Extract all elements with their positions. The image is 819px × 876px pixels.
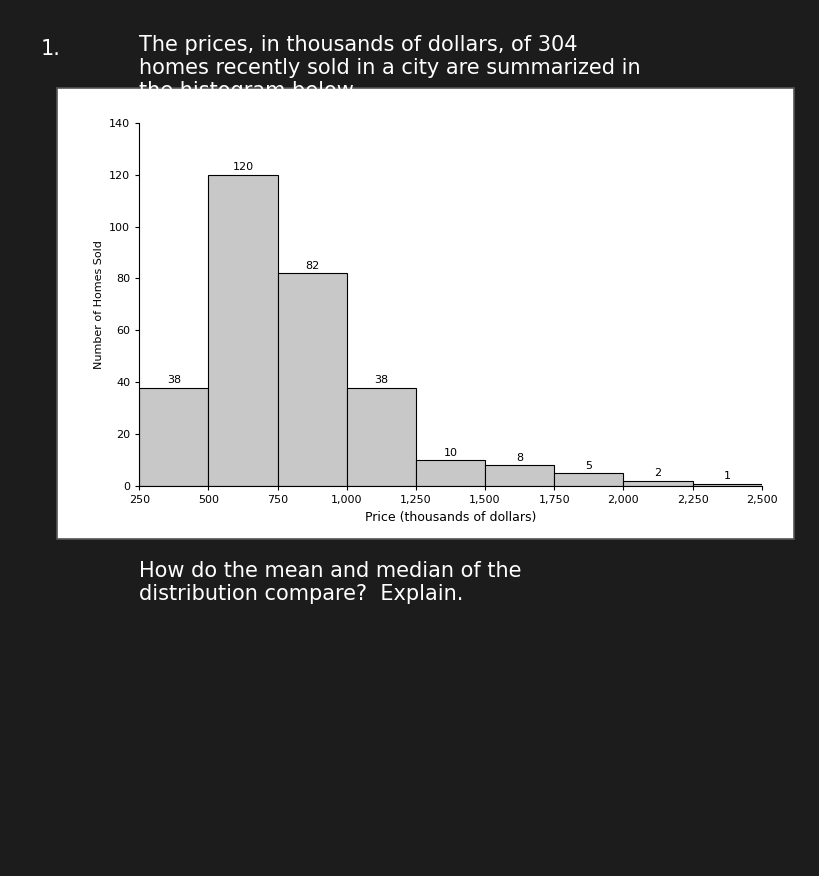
Bar <box>693 484 762 486</box>
Text: 38: 38 <box>167 375 181 385</box>
Text: How do the mean and median of the
distribution compare?  Explain.: How do the mean and median of the distri… <box>139 561 522 604</box>
Text: 10: 10 <box>443 448 458 457</box>
Bar <box>554 473 623 486</box>
Text: 2: 2 <box>654 469 662 478</box>
Text: 1.: 1. <box>41 39 61 60</box>
Bar <box>208 174 278 486</box>
Text: 8: 8 <box>516 453 523 463</box>
Text: 38: 38 <box>374 375 388 385</box>
Bar <box>278 273 346 486</box>
Bar <box>416 460 485 486</box>
Bar <box>485 465 554 486</box>
Text: 5: 5 <box>586 461 592 470</box>
Bar <box>623 481 693 486</box>
Text: 82: 82 <box>305 261 319 271</box>
Text: The prices, in thousands of dollars, of 304
homes recently sold in a city are su: The prices, in thousands of dollars, of … <box>139 35 640 102</box>
Bar <box>139 387 208 486</box>
Text: 1: 1 <box>724 471 731 481</box>
Y-axis label: Number of Homes Sold: Number of Homes Sold <box>93 240 103 369</box>
Bar <box>346 387 416 486</box>
X-axis label: Price (thousands of dollars): Price (thousands of dollars) <box>364 511 536 524</box>
Text: 120: 120 <box>233 162 254 172</box>
